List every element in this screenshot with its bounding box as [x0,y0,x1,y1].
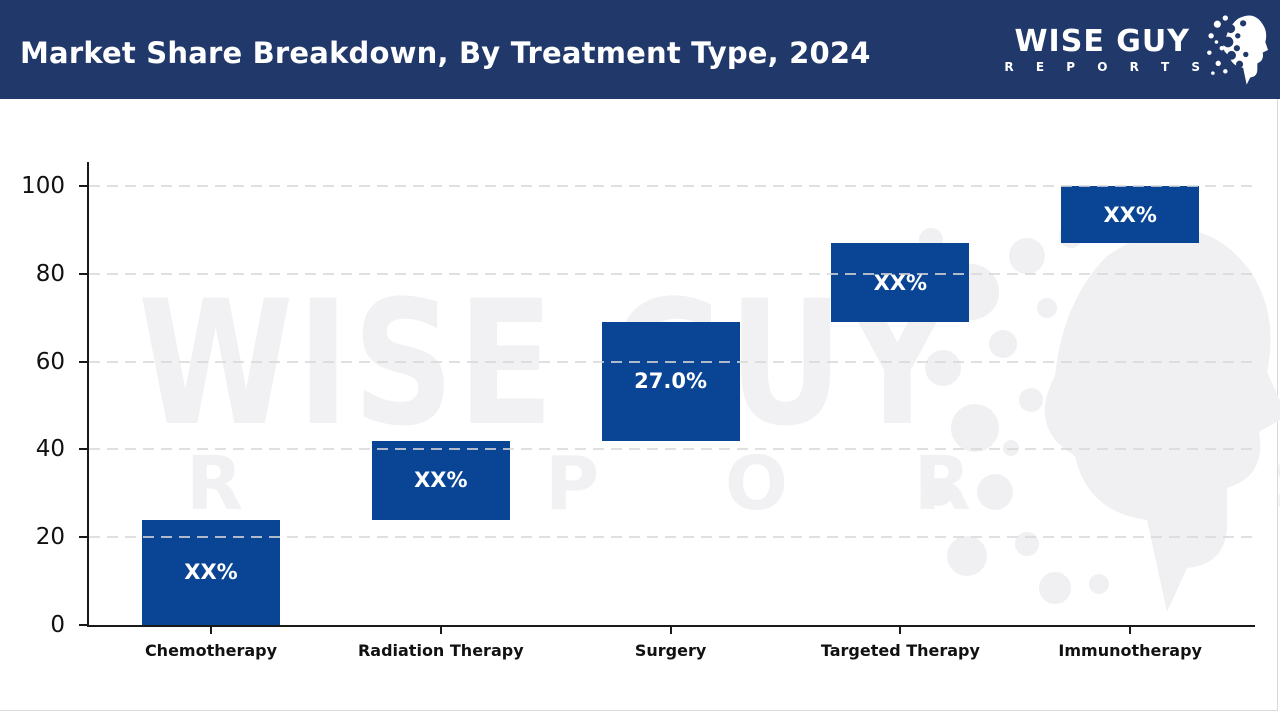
y-tick-label-20: 20 [35,524,65,551]
logo-subtitle: R E P O R T S [1004,59,1209,74]
bar-radiation-therapy: XX% [371,440,510,520]
x-tick-4 [1129,627,1132,634]
x-category-label-1: Radiation Therapy [357,641,524,660]
y-tick-60 [79,360,87,363]
x-tick-2 [669,627,672,634]
page-title: Market Share Breakdown, By Treatment Typ… [20,36,871,70]
watermark-wordmark: WISE GUY [138,263,952,464]
bar-value-label: 27.0% [634,369,708,394]
bar-surgery: 27.0% [601,322,740,441]
logo-face-icon [1207,15,1268,85]
y-tick-label-80: 80 [35,260,65,287]
x-category-label-2: Surgery [634,641,707,660]
watermark-face-icon [919,224,1280,612]
y-tick-label-40: 40 [35,436,65,463]
bar-value-label: XX% [414,468,468,493]
y-tick-label-60: 60 [35,348,65,375]
x-tick-1 [439,627,442,634]
y-tick-20 [79,536,87,539]
y-tick-label-100: 100 [21,173,65,199]
bar-immunotherapy: XX% [1061,186,1200,244]
x-category-label-3: Targeted Therapy [820,641,980,660]
gridline-20 [89,536,1255,539]
x-category-label-4: Immunotherapy [1058,641,1202,660]
x-axis [87,625,1255,627]
bar-value-label: XX% [1103,202,1157,227]
y-axis [87,162,89,627]
y-tick-80 [79,272,87,275]
bar-value-label: XX% [184,560,238,585]
x-category-label-0: Chemotherapy [144,641,278,660]
y-tick-0 [79,624,87,626]
gridline-80 [89,272,1255,275]
y-tick-40 [79,448,87,451]
y-tick-label-0: 0 [50,612,65,638]
logo-wordmark: WISE GUY [1014,24,1190,60]
wise-guy-reports-logo: WISE GUY R E P O R T S [1004,8,1268,92]
gridline-100 [89,185,1255,187]
x-tick-0 [210,627,212,634]
x-tick-3 [899,627,902,634]
gridline-40 [89,448,1255,451]
bar-targeted-therapy: XX% [831,243,970,323]
header-bar: Market Share Breakdown, By Treatment Typ… [0,0,1280,99]
logo-text: WISE GUY R E P O R T S [1004,26,1200,74]
gridline-60 [89,360,1255,363]
y-tick-100 [79,185,87,187]
